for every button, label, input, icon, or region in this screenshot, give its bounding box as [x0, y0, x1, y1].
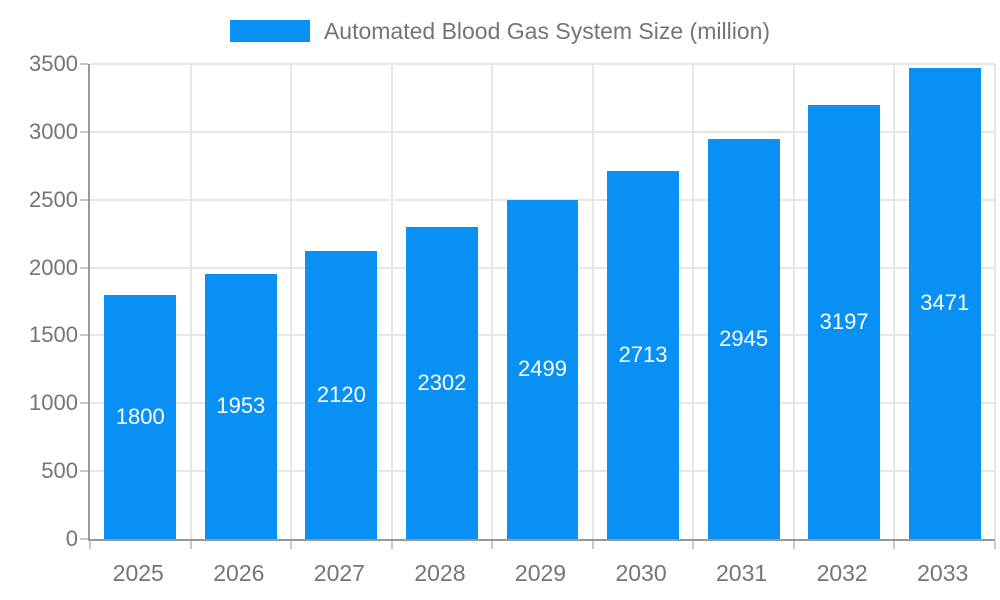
gridline-vertical [692, 64, 695, 539]
x-axis-label-2029: 2029 [514, 560, 567, 586]
y-axis-tick [80, 402, 88, 405]
legend-swatch-icon [229, 20, 310, 42]
bar-2029[interactable]: 2499 [506, 199, 579, 539]
bar-2030[interactable]: 2713 [607, 170, 679, 539]
x-axis-tick [491, 541, 494, 549]
y-axis-label: 2500 [29, 186, 78, 212]
y-axis-tick [80, 130, 88, 133]
x-axis-label-2033: 2033 [917, 560, 969, 586]
gridline-vertical [893, 64, 896, 539]
gridline-vertical [390, 64, 393, 539]
y-axis-label: 3500 [29, 51, 78, 76]
y-axis-label: 500 [41, 458, 78, 484]
bar-value-label: 2302 [417, 369, 467, 395]
bar-2032[interactable]: 3197 [808, 105, 881, 539]
y-axis-label: 1000 [29, 390, 78, 416]
gridline-vertical [591, 64, 594, 539]
bar-2026[interactable]: 1953 [204, 273, 277, 539]
bar-2025[interactable]: 1800 [104, 294, 177, 539]
x-axis-tick [591, 541, 594, 549]
y-axis-tick [80, 538, 88, 540]
bar-value-label: 2945 [719, 326, 769, 352]
x-axis-label-2025: 2025 [112, 560, 164, 586]
gridline-horizontal [90, 198, 995, 201]
bar-value-label: 2713 [618, 341, 668, 367]
x-axis-tick [692, 541, 695, 549]
y-axis-tick [80, 63, 88, 65]
bar-value-label: 3197 [819, 309, 869, 335]
legend-label: Automated Blood Gas System Size (million… [323, 18, 771, 44]
y-axis-tick [80, 334, 88, 337]
gridline-vertical [491, 64, 494, 539]
gridline-vertical [994, 64, 996, 539]
x-axis-label-2027: 2027 [313, 560, 365, 586]
x-axis-label-2026: 2026 [213, 560, 265, 586]
x-axis-tick [893, 541, 896, 549]
x-axis-tick [390, 541, 393, 549]
y-axis-label: 3000 [29, 118, 78, 144]
bar-2027[interactable]: 2120 [305, 251, 378, 539]
bar-value-label: 2499 [518, 356, 567, 382]
bar-value-label: 1800 [115, 403, 165, 429]
y-axis-label: 1500 [29, 322, 78, 348]
gridline-vertical [792, 64, 795, 539]
gridline-horizontal [90, 130, 995, 133]
x-axis-tick [89, 541, 91, 549]
x-axis-tick [994, 541, 996, 549]
x-axis-tick [189, 541, 192, 549]
y-axis-tick [80, 266, 88, 269]
gridline-vertical [290, 64, 293, 539]
bar-2033[interactable]: 3471 [908, 67, 981, 539]
x-axis-label-2031: 2031 [716, 560, 768, 586]
bar-value-label: 3471 [920, 290, 970, 316]
x-axis-label-2028: 2028 [414, 560, 466, 586]
bar-2028[interactable]: 2302 [405, 226, 478, 539]
legend[interactable]: Automated Blood Gas System Size (million… [0, 18, 1000, 44]
y-axis-tick [80, 198, 88, 201]
bar-value-label: 2120 [316, 382, 366, 408]
bar-value-label: 1953 [216, 393, 266, 419]
x-axis-tick [290, 541, 293, 549]
x-axis-label-2030: 2030 [615, 560, 667, 586]
y-axis-label: 0 [65, 526, 78, 551]
y-axis-tick [80, 470, 88, 473]
bar-2031[interactable]: 2945 [707, 139, 780, 539]
gridline-vertical [189, 64, 192, 539]
plot-area: 1800 1953 2120 2302 2499 2713 2945 3197 3471 [80, 63, 996, 549]
gridline-horizontal [90, 63, 995, 65]
x-axis-tick [792, 541, 795, 549]
y-axis-label: 2000 [29, 254, 78, 280]
x-axis-label-2032: 2032 [816, 560, 868, 586]
